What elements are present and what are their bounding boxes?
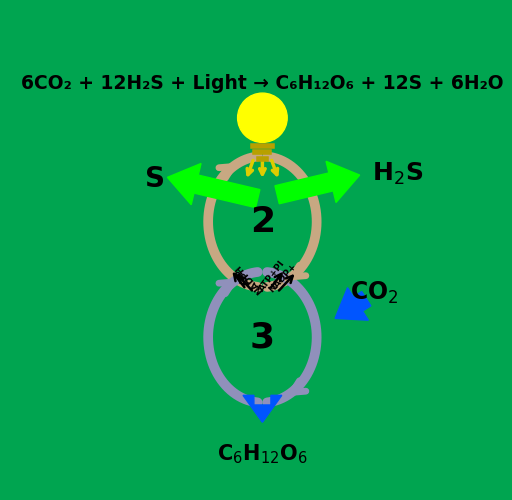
Circle shape (238, 93, 287, 142)
Text: H$_2$S: H$_2$S (372, 161, 423, 187)
Text: 2: 2 (250, 204, 275, 238)
Text: CO$_2$: CO$_2$ (350, 280, 398, 305)
FancyArrow shape (275, 162, 360, 203)
Text: C$_6$H$_{12}$O$_6$: C$_6$H$_{12}$O$_6$ (217, 442, 308, 466)
FancyArrow shape (243, 396, 282, 422)
Text: ATP+PI: ATP+PI (258, 258, 287, 293)
Text: 3: 3 (250, 320, 275, 354)
FancyArrow shape (335, 288, 371, 320)
Text: NADPH: NADPH (233, 262, 264, 294)
FancyArrow shape (167, 164, 260, 208)
Text: 6CO₂ + 12H₂S + Light → C₆H₁₂O₆ + 12S + 6H₂O: 6CO₂ + 12H₂S + Light → C₆H₁₂O₆ + 12S + 6… (21, 74, 504, 93)
Text: NADP+: NADP+ (267, 262, 298, 294)
Text: S: S (145, 166, 165, 194)
Text: ATP: ATP (234, 266, 253, 286)
